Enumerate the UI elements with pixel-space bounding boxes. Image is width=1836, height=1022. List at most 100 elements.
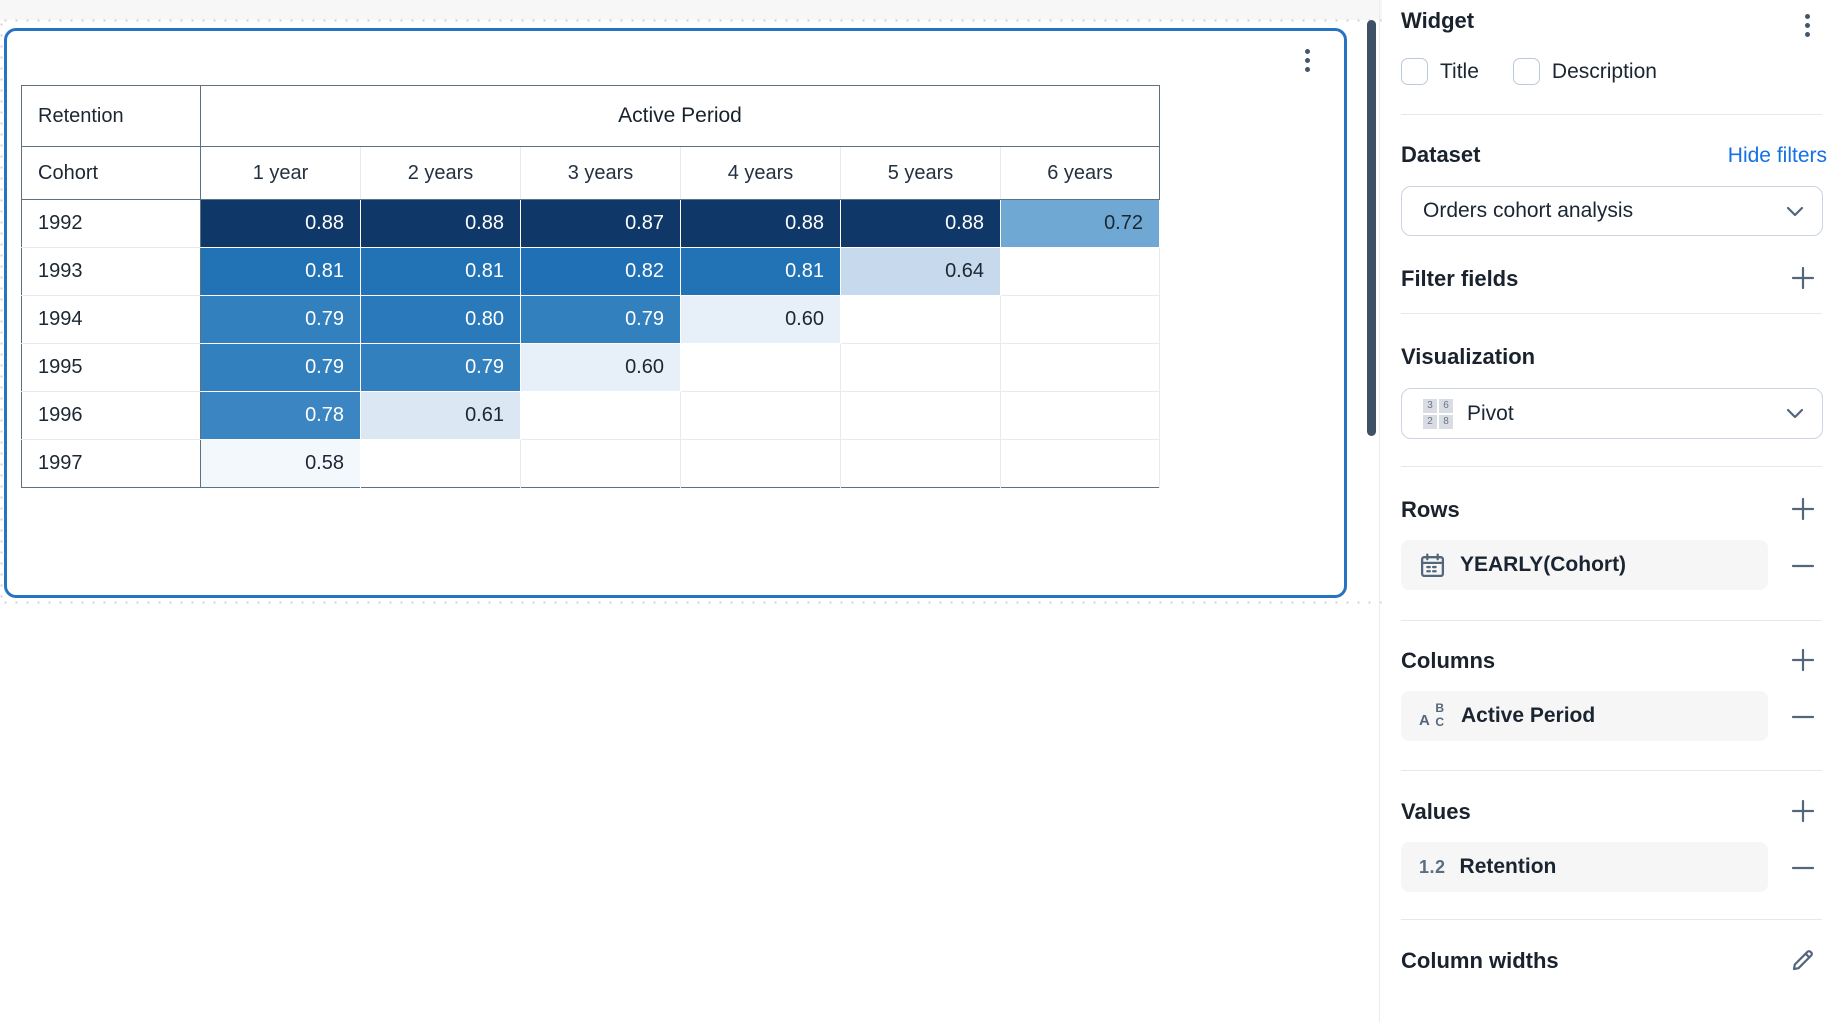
pivot-row-dimension-label[interactable]: Cohort bbox=[21, 146, 201, 200]
scrollbar-thumb[interactable] bbox=[1367, 20, 1376, 436]
pivot-column-header[interactable]: 4 years bbox=[680, 146, 841, 200]
add-value-field-button[interactable] bbox=[1789, 797, 1817, 825]
pivot-cell[interactable]: 0.79 bbox=[520, 295, 681, 344]
pivot-cell[interactable]: 0.80 bbox=[360, 295, 521, 344]
values-field-pill[interactable]: 1.2 Retention bbox=[1401, 842, 1768, 892]
add-column-field-button[interactable] bbox=[1789, 646, 1817, 674]
pivot-column-header[interactable]: 6 years bbox=[1000, 146, 1160, 200]
pivot-cell[interactable]: 0.78 bbox=[200, 391, 361, 440]
pivot-cell[interactable]: 0.81 bbox=[680, 247, 841, 296]
pivot-column-header[interactable]: 2 years bbox=[360, 146, 521, 200]
rows-field-pill[interactable]: YEARLY(Cohort) bbox=[1401, 540, 1768, 590]
pivot-column-header[interactable]: 5 years bbox=[840, 146, 1001, 200]
pivot-cell-empty[interactable] bbox=[1000, 295, 1160, 344]
canvas-margin bbox=[0, 0, 1382, 20]
grid-dots-top bbox=[0, 19, 1382, 22]
columns-heading: Columns bbox=[1401, 648, 1496, 673]
pivot-cell[interactable]: 0.81 bbox=[200, 247, 361, 296]
pivot-cell-empty[interactable] bbox=[840, 391, 1001, 440]
visualization-heading: Visualization bbox=[1401, 344, 1536, 369]
title-checkbox[interactable] bbox=[1401, 58, 1428, 85]
hide-filters-link[interactable]: Hide filters bbox=[1727, 144, 1827, 167]
dashboard-canvas: Retention Active Period Cohort 1 year 2 y… bbox=[0, 0, 1382, 604]
pivot-row: 1997 0.58 bbox=[21, 439, 1160, 488]
pivot-row: 1993 0.81 0.81 0.82 0.81 0.64 bbox=[21, 247, 1160, 296]
plus-icon bbox=[1791, 497, 1815, 521]
pivot-cell-empty[interactable] bbox=[680, 343, 841, 392]
pivot-column-header[interactable]: 1 year bbox=[200, 146, 361, 200]
pivot-cell[interactable]: 0.79 bbox=[360, 343, 521, 392]
chevron-down-icon bbox=[1786, 206, 1804, 216]
pivot-cell-empty[interactable] bbox=[1000, 247, 1160, 296]
widget-menu-icon[interactable] bbox=[1296, 45, 1318, 76]
pivot-cell[interactable]: 0.87 bbox=[520, 199, 681, 248]
columns-field-label: Active Period bbox=[1461, 704, 1596, 727]
pivot-cell-empty[interactable] bbox=[680, 391, 841, 440]
edit-column-widths-button[interactable] bbox=[1789, 946, 1817, 974]
pivot-cell-empty[interactable] bbox=[1000, 391, 1160, 440]
plus-icon bbox=[1791, 648, 1815, 672]
dataset-select[interactable]: Orders cohort analysis bbox=[1401, 186, 1823, 236]
number-type-icon: 1.2 bbox=[1419, 856, 1446, 877]
values-field-label: Retention bbox=[1459, 855, 1557, 878]
calendar-icon bbox=[1420, 552, 1445, 577]
pivot-row-header[interactable]: 1993 bbox=[21, 247, 201, 296]
grid-dots-bottom bbox=[0, 601, 1382, 604]
pivot-cell-empty[interactable] bbox=[840, 343, 1001, 392]
panel-menu-icon[interactable] bbox=[1796, 10, 1818, 41]
pivot-column-header[interactable]: 3 years bbox=[520, 146, 681, 200]
pivot-row: 1992 0.88 0.88 0.87 0.88 0.88 0.72 bbox=[21, 199, 1160, 248]
pivot-row-header[interactable]: 1992 bbox=[21, 199, 201, 248]
chevron-down-icon bbox=[1786, 408, 1804, 419]
pivot-row-header[interactable]: 1995 bbox=[21, 343, 201, 392]
pivot-cell-empty[interactable] bbox=[360, 439, 521, 488]
remove-column-field-button[interactable] bbox=[1789, 703, 1817, 731]
add-filter-field-button[interactable] bbox=[1789, 264, 1817, 292]
pivot-widget[interactable]: Retention Active Period Cohort 1 year 2 y… bbox=[4, 28, 1347, 598]
pivot-cell[interactable]: 0.79 bbox=[200, 343, 361, 392]
pivot-table: Retention Active Period Cohort 1 year 2 y… bbox=[21, 85, 1160, 488]
pivot-cell-empty[interactable] bbox=[1000, 343, 1160, 392]
pivot-cell-empty[interactable] bbox=[520, 439, 681, 488]
divider bbox=[1401, 919, 1822, 920]
column-widths-heading: Column widths bbox=[1401, 948, 1559, 973]
pivot-column-group-header[interactable]: Active Period bbox=[200, 85, 1160, 147]
pencil-icon bbox=[1792, 950, 1813, 971]
description-checkbox[interactable] bbox=[1512, 58, 1540, 85]
remove-value-field-button[interactable] bbox=[1789, 854, 1817, 882]
pivot-cell[interactable]: 0.81 bbox=[360, 247, 521, 296]
pivot-cell[interactable]: 0.60 bbox=[520, 343, 681, 392]
description-checkbox-label: Description bbox=[1551, 59, 1657, 83]
rows-heading: Rows bbox=[1401, 497, 1460, 522]
pivot-cell-empty[interactable] bbox=[840, 439, 1001, 488]
pivot-cell[interactable]: 0.88 bbox=[360, 199, 521, 248]
pivot-cell[interactable]: 0.88 bbox=[840, 199, 1001, 248]
pivot-cell[interactable]: 0.61 bbox=[360, 391, 521, 440]
pivot-cell[interactable]: 0.72 bbox=[1000, 199, 1160, 248]
pivot-row-header[interactable]: 1994 bbox=[21, 295, 201, 344]
pivot-cell[interactable]: 0.79 bbox=[200, 295, 361, 344]
pivot-corner-label[interactable]: Retention bbox=[21, 85, 201, 147]
add-row-field-button[interactable] bbox=[1789, 495, 1817, 523]
pivot-cell[interactable]: 0.64 bbox=[840, 247, 1001, 296]
pivot-row-header[interactable]: 1996 bbox=[21, 391, 201, 440]
pivot-cell[interactable]: 0.88 bbox=[200, 199, 361, 248]
remove-row-field-button[interactable] bbox=[1789, 552, 1817, 580]
pivot-cell[interactable]: 0.58 bbox=[200, 439, 361, 488]
pivot-cell[interactable]: 0.88 bbox=[680, 199, 841, 248]
panel-divider-line bbox=[1379, 0, 1380, 1022]
minus-icon bbox=[1791, 866, 1815, 870]
pivot-cell-empty[interactable] bbox=[1000, 439, 1160, 488]
rows-field-label: YEARLY(Cohort) bbox=[1460, 553, 1627, 576]
pivot-cell-empty[interactable] bbox=[840, 295, 1001, 344]
pivot-cell[interactable]: 0.60 bbox=[680, 295, 841, 344]
pivot-row-header[interactable]: 1997 bbox=[21, 439, 201, 488]
pivot-cell[interactable]: 0.82 bbox=[520, 247, 681, 296]
pivot-cell-empty[interactable] bbox=[680, 439, 841, 488]
pivot-cell-empty[interactable] bbox=[520, 391, 681, 440]
panel-title: Widget bbox=[1401, 8, 1475, 33]
